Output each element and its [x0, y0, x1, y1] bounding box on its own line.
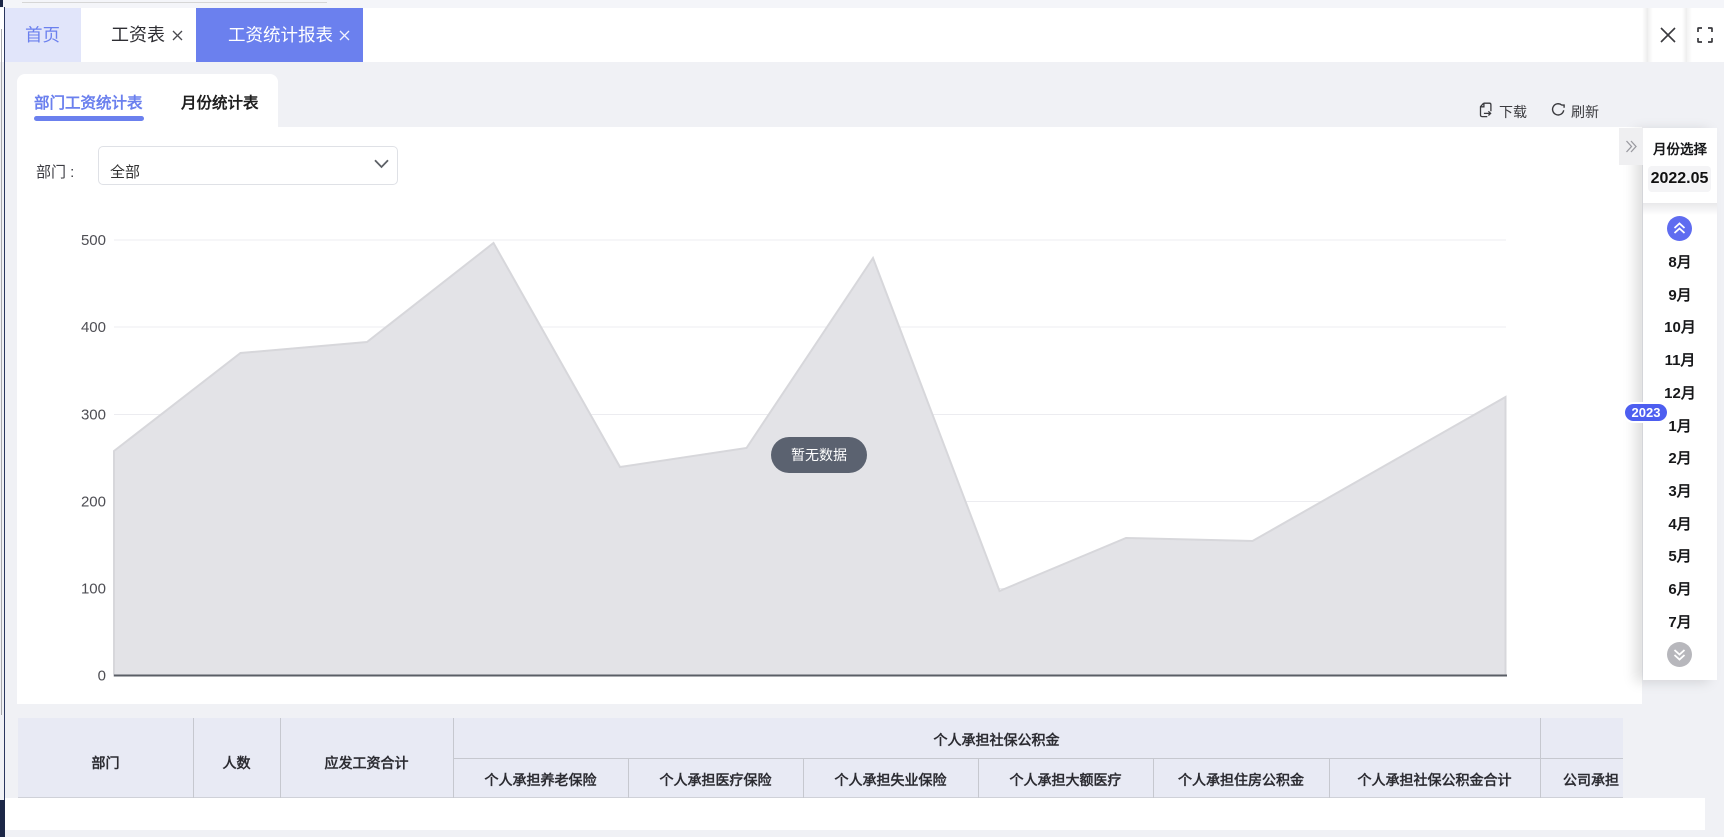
svg-text:200: 200 — [81, 494, 106, 511]
svg-text:100: 100 — [81, 581, 106, 598]
svg-text:500: 500 — [81, 232, 106, 249]
svg-text:0: 0 — [98, 668, 106, 685]
svg-text:400: 400 — [81, 319, 106, 336]
svg-text:300: 300 — [81, 407, 106, 424]
